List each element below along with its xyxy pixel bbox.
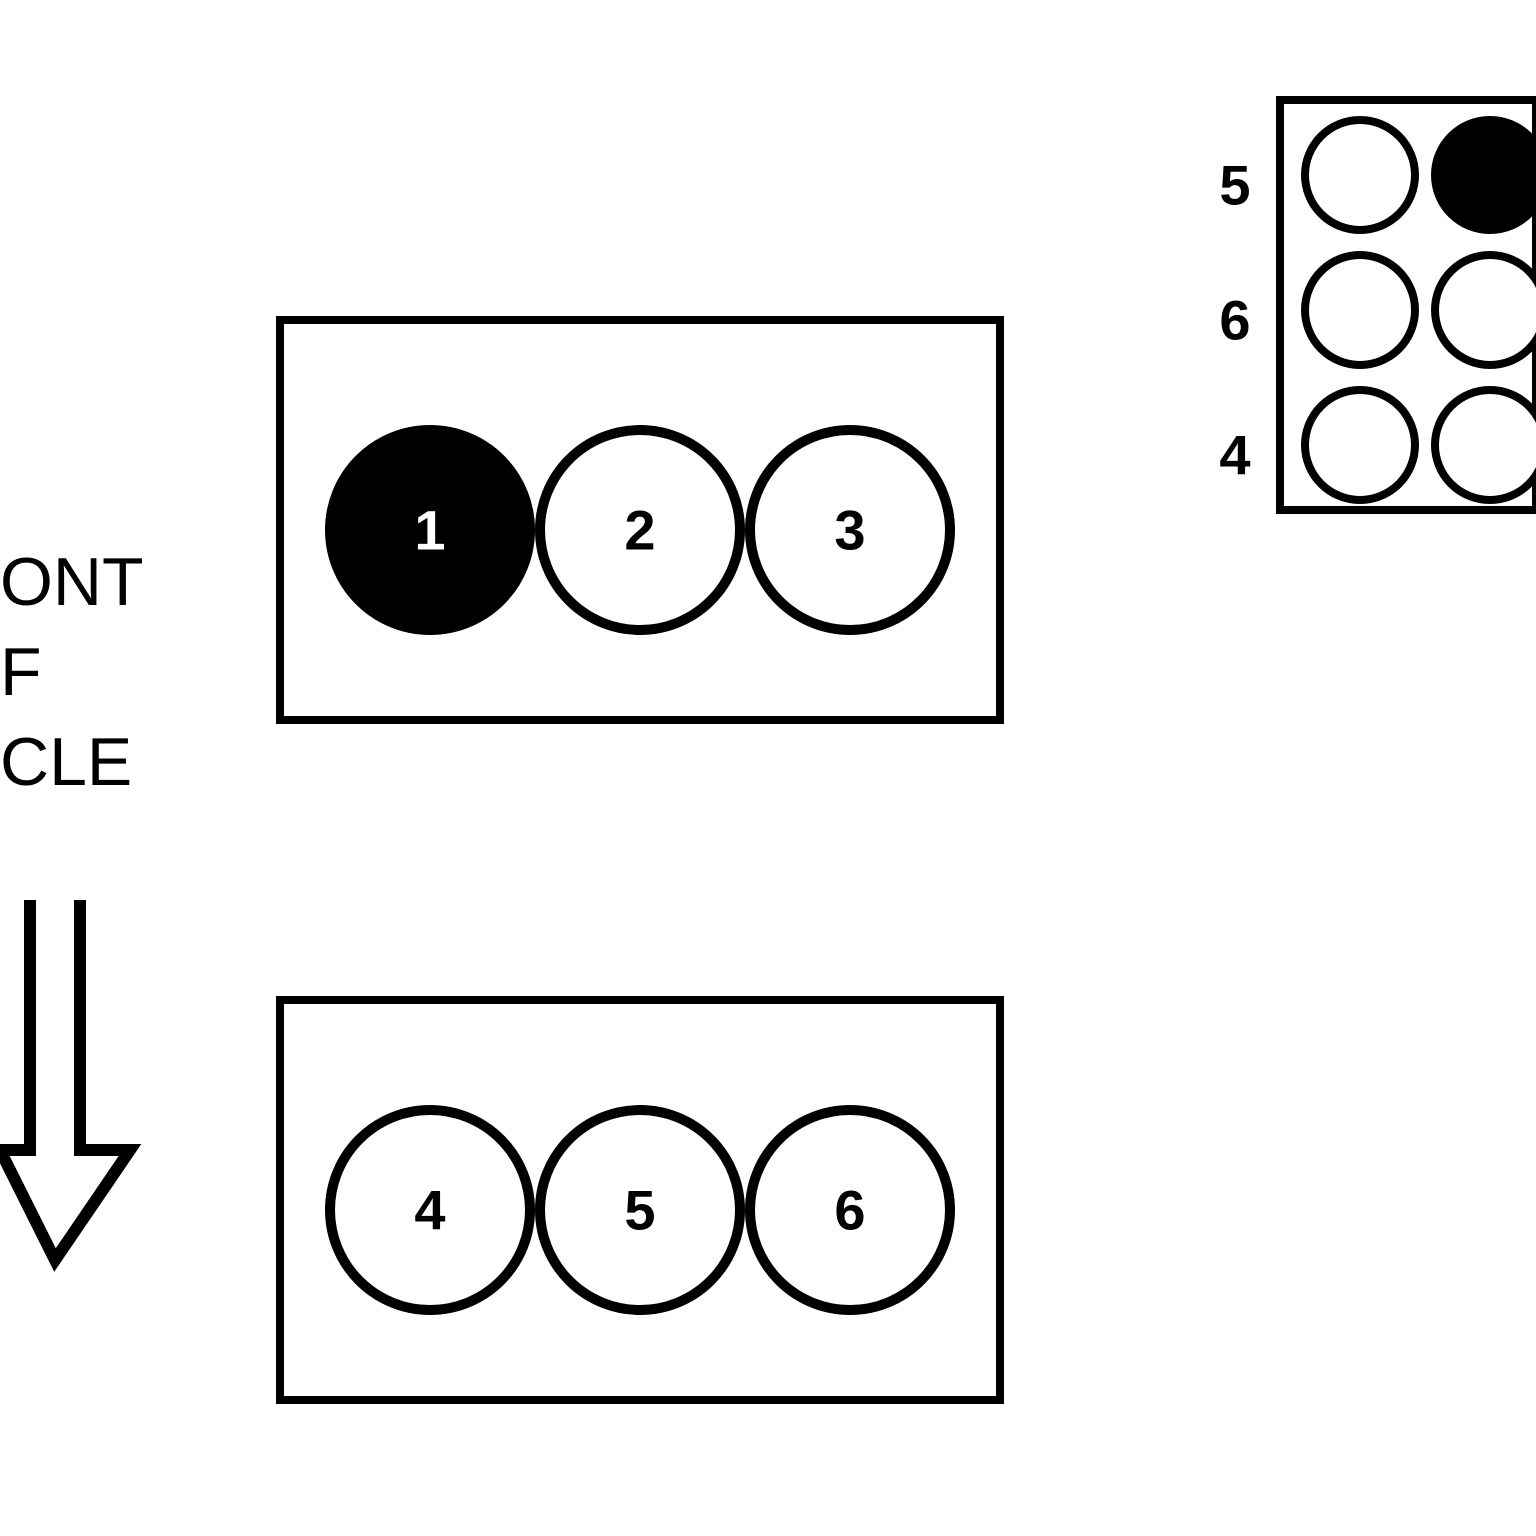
bottom-bank-circle-label: 4 <box>414 1179 445 1242</box>
top-bank-circle-label: 2 <box>624 499 655 562</box>
coil-pack-row-label: 6 <box>1219 289 1250 352</box>
coil-pack-terminal <box>1305 390 1415 500</box>
bottom-bank-circle-label: 6 <box>834 1179 865 1242</box>
coil-pack-terminal <box>1305 255 1415 365</box>
coil-pack-terminal <box>1435 255 1536 365</box>
coil-pack-row-label: 4 <box>1219 424 1250 487</box>
top-bank-circle-label: 3 <box>834 499 865 562</box>
coil-pack-terminal <box>1435 390 1536 500</box>
coil-pack-terminal <box>1435 120 1536 230</box>
coil-pack-row-label: 5 <box>1219 154 1250 217</box>
side-text-line: F <box>0 634 42 710</box>
side-text-line: ONT <box>0 544 144 620</box>
coil-pack-terminal <box>1305 120 1415 230</box>
top-bank-circle-label: 1 <box>414 499 445 562</box>
side-text-line: CLE <box>0 724 132 800</box>
bottom-bank-circle-label: 5 <box>624 1179 655 1242</box>
diagram-canvas: ONT F CLE 1 2 3 4 5 6 5 6 4 <box>0 0 1536 1536</box>
